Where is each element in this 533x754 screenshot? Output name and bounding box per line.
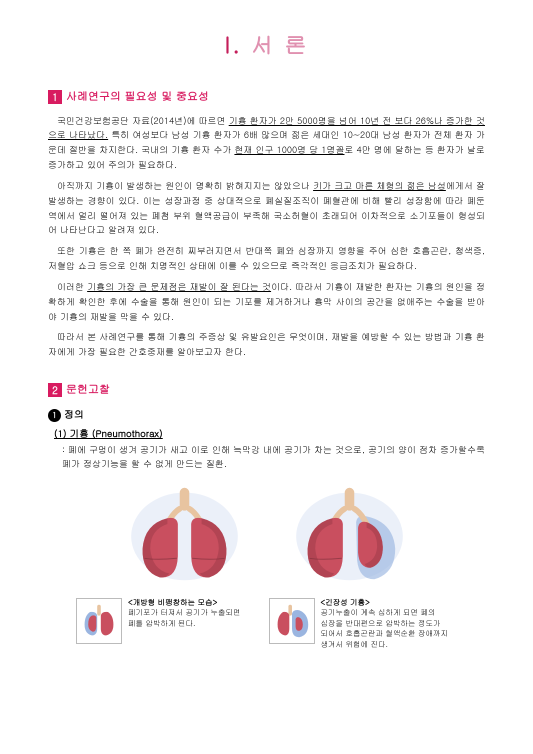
thumb-right-line3: 되어서 호흡곤란과 혈액순환 장애까지 bbox=[321, 629, 449, 640]
thumbnail-left: <개방형 비팽창하는 모습> 폐기포가 터져서 공기가 누출되면 폐를 압박하게… bbox=[76, 598, 241, 651]
thumbnail-row: <개방형 비팽창하는 모습> 폐기포가 터져서 공기가 누출되면 폐를 압박하게… bbox=[76, 598, 485, 651]
section-2-heading: 2 문헌고찰 bbox=[48, 382, 485, 399]
subsection-definition: 1정의 bbox=[48, 407, 485, 422]
thumb-left-title: <개방형 비팽창하는 모습> bbox=[128, 598, 241, 609]
thumbnail-right-image bbox=[269, 598, 315, 644]
definition-title-text: (1) 기흉 (Pneumothorax) bbox=[54, 426, 163, 440]
section-2-title: 문헌고찰 bbox=[66, 382, 110, 399]
p1-pre: 국민건강보험공단 자료(2014년)에 따르면 bbox=[57, 114, 229, 127]
title-text: 서 론 bbox=[251, 29, 308, 60]
thumb-right-title: <긴장성 기흉> bbox=[321, 598, 449, 609]
subsection-label: 정의 bbox=[64, 407, 84, 421]
thumb-right-line2: 심장을 반대편으로 압박하는 정도가 bbox=[321, 619, 449, 630]
section-1-paragraph-4: 이러한 기흉의 가장 큰 문제점은 재발이 잘 된다는 것이다. 따라서 기흉이… bbox=[48, 280, 485, 325]
section-2-number: 2 bbox=[48, 383, 62, 397]
section-1-paragraph-2: 아직까지 기흉이 발생하는 원인이 명확히 밝혀지지는 않았으나 키가 크고 마… bbox=[48, 179, 485, 238]
thumb-left-line2: 폐를 압박하게 된다. bbox=[128, 619, 241, 630]
thumbnail-right-caption: <긴장성 기흉> 공기누출이 계속 심하게 되면 폐의 심장을 반대편으로 압박… bbox=[321, 598, 449, 651]
lung-diagram-pneumothorax bbox=[292, 484, 407, 584]
p4-pre: 이러한 bbox=[57, 280, 87, 293]
thumbnail-left-image bbox=[76, 598, 122, 644]
p4-underline: 기흉의 가장 큰 문제점은 재발이 잘 된다는 것 bbox=[87, 280, 271, 293]
lung-diagram-normal bbox=[127, 484, 242, 584]
p1-underline-2: 현재 인구 1000명 당 1명꼴 bbox=[234, 143, 344, 156]
thumb-right-line1: 공기누출이 계속 심하게 되면 폐의 bbox=[321, 608, 449, 619]
section-1-number: 1 bbox=[48, 90, 62, 104]
lung-illustration-row bbox=[48, 484, 485, 584]
p2-underline: 키가 크고 마른 체형의 젊은 남성 bbox=[313, 179, 446, 192]
subsection-bullet: 1 bbox=[48, 409, 61, 422]
thumb-left-line1: 폐기포가 터져서 공기가 누출되면 bbox=[128, 608, 241, 619]
page-title: I. 서 론 bbox=[48, 28, 485, 61]
thumbnail-left-caption: <개방형 비팽창하는 모습> 폐기포가 터져서 공기가 누출되면 폐를 압박하게… bbox=[128, 598, 241, 630]
lung-thumb-left-icon bbox=[81, 603, 117, 639]
p2-pre: 아직까지 기흉이 발생하는 원인이 명확히 밝혀지지는 않았으나 bbox=[57, 179, 313, 192]
thumbnail-right: <긴장성 기흉> 공기누출이 계속 심하게 되면 폐의 심장을 반대편으로 압박… bbox=[269, 598, 449, 651]
section-1-paragraph-3: 또한 기흉은 한 쪽 폐가 완전히 찌부러지면서 반대쪽 폐와 심장까지 영향을… bbox=[48, 244, 485, 274]
section-1-title: 사례연구의 필요성 및 중요성 bbox=[66, 89, 209, 106]
title-roman: I. bbox=[225, 29, 242, 60]
lung-thumb-right-icon bbox=[274, 603, 310, 639]
definition-body: : 폐에 구멍이 생겨 공기가 새고 이로 인해 늑막강 내에 공기가 차는 것… bbox=[62, 443, 485, 472]
thumb-right-line4: 생겨서 위험에 진다. bbox=[321, 640, 449, 651]
section-1-paragraph-5: 따라서 본 사례연구를 통해 기흉의 주증상 및 유발요인은 무엇이며, 재발을… bbox=[48, 330, 485, 360]
definition-title: (1) 기흉 (Pneumothorax) bbox=[54, 426, 485, 440]
section-1-paragraph-1: 국민건강보험공단 자료(2014년)에 따르면 기흉 환자가 2만 5000명을… bbox=[48, 114, 485, 173]
section-1-heading: 1 사례연구의 필요성 및 중요성 bbox=[48, 89, 485, 106]
